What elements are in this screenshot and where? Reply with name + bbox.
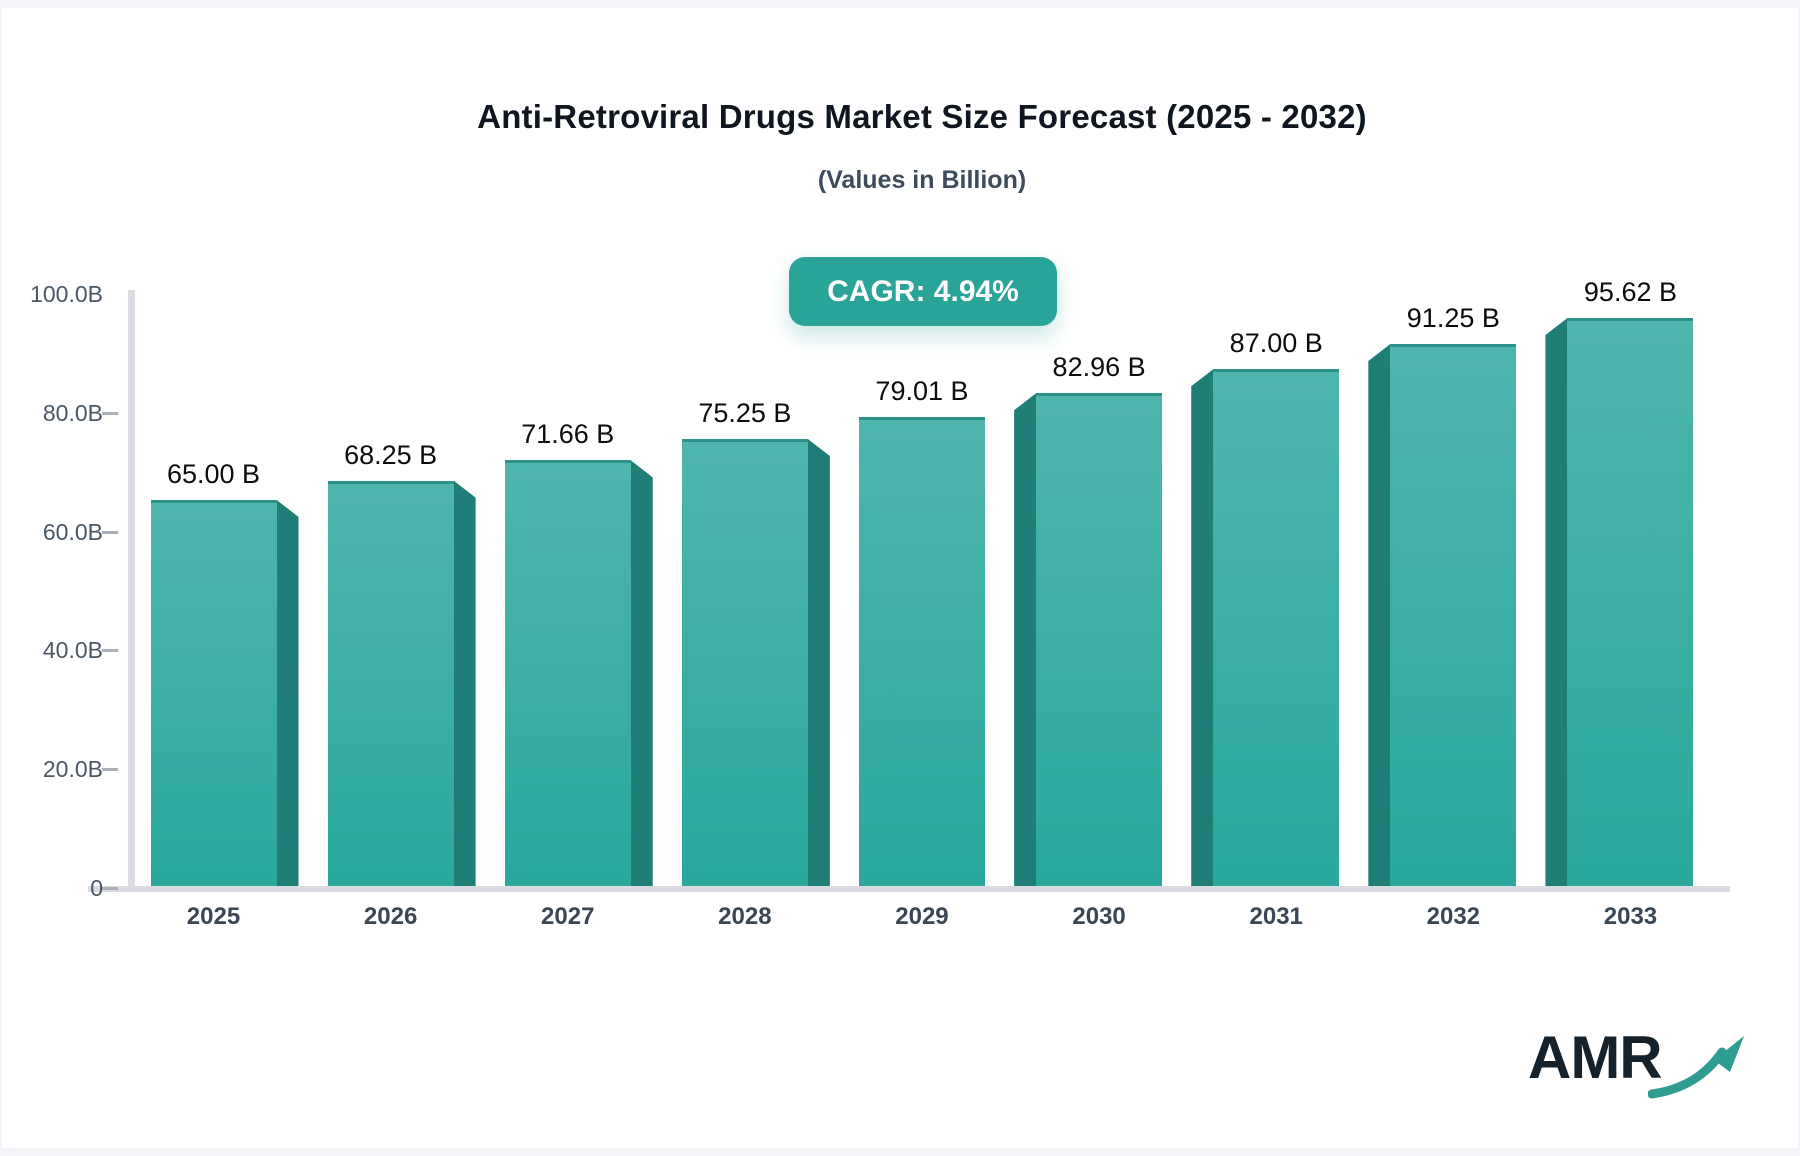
bar-value-label: 82.96 B [1052,352,1146,383]
bar [681,439,808,886]
y-axis-tick [102,411,118,415]
x-axis-label: 2028 [718,903,772,930]
y-axis-tick [102,649,118,653]
bar [1390,343,1517,886]
bar-value-label: 91.25 B [1406,302,1500,333]
chart-title: Anti-Retroviral Drugs Market Size Foreca… [477,98,1367,135]
x-axis-label: 2031 [1249,903,1303,930]
amr-logo-text: AMR [1528,1024,1663,1091]
bar-value-label: 87.00 B [1229,328,1323,359]
y-axis-label: 60.0B [42,518,103,545]
bar [150,499,277,886]
x-axis-label: 2029 [895,903,949,930]
x-axis-baseline [88,886,1730,892]
bar-side-panel [453,480,476,886]
bar-value-label: 95.62 B [1583,277,1677,308]
chart-subtitle: (Values in Billion) [817,166,1027,194]
x-axis-label: 2032 [1426,903,1481,930]
bar [1213,369,1340,886]
y-axis-tick [102,768,118,772]
y-axis-label: 80.0B [42,399,103,426]
y-axis-label: 100.0B [30,281,103,307]
bar [1036,393,1163,886]
bar-side-panel [1368,343,1391,886]
bar-value-label: 79.01 B [875,375,969,406]
growth-arrow-icon [1647,1036,1744,1099]
y-axis-tick [102,530,118,534]
y-axis-label: 20.0B [42,756,103,783]
x-axis-label: 2026 [363,903,418,930]
bar-side-panel [1014,393,1037,886]
x-axis-label: 2025 [186,903,241,930]
bar-side-panel [1545,318,1568,886]
y-axis-label: 40.0B [42,637,103,664]
cagr-badge-label: CAGR: 4.94% [827,274,1019,308]
bar-value-label: 65.00 B [166,458,261,489]
bar-value-label: 75.25 B [698,398,792,428]
bar [1567,318,1694,886]
bar-side-panel [630,460,653,886]
x-axis-label: 2030 [1072,903,1126,930]
bar-side-panel [1191,369,1214,886]
bar-value-label: 68.25 B [344,439,438,470]
bar-side-panel [276,499,299,886]
bar [858,416,985,886]
cagr-badge: CAGR: 4.94% [789,257,1057,326]
amr-logo: AMR [1528,1028,1748,1102]
y-axis-line [128,290,135,888]
x-axis-label: 2027 [541,903,595,930]
bar-value-label: 71.66 B [521,419,615,450]
bar-side-panel [807,439,830,886]
bar [504,460,631,886]
x-axis-label: 2033 [1603,903,1658,930]
y-axis-tick [102,887,118,890]
y-axis-label: 0 [90,875,103,901]
bar [327,480,454,886]
